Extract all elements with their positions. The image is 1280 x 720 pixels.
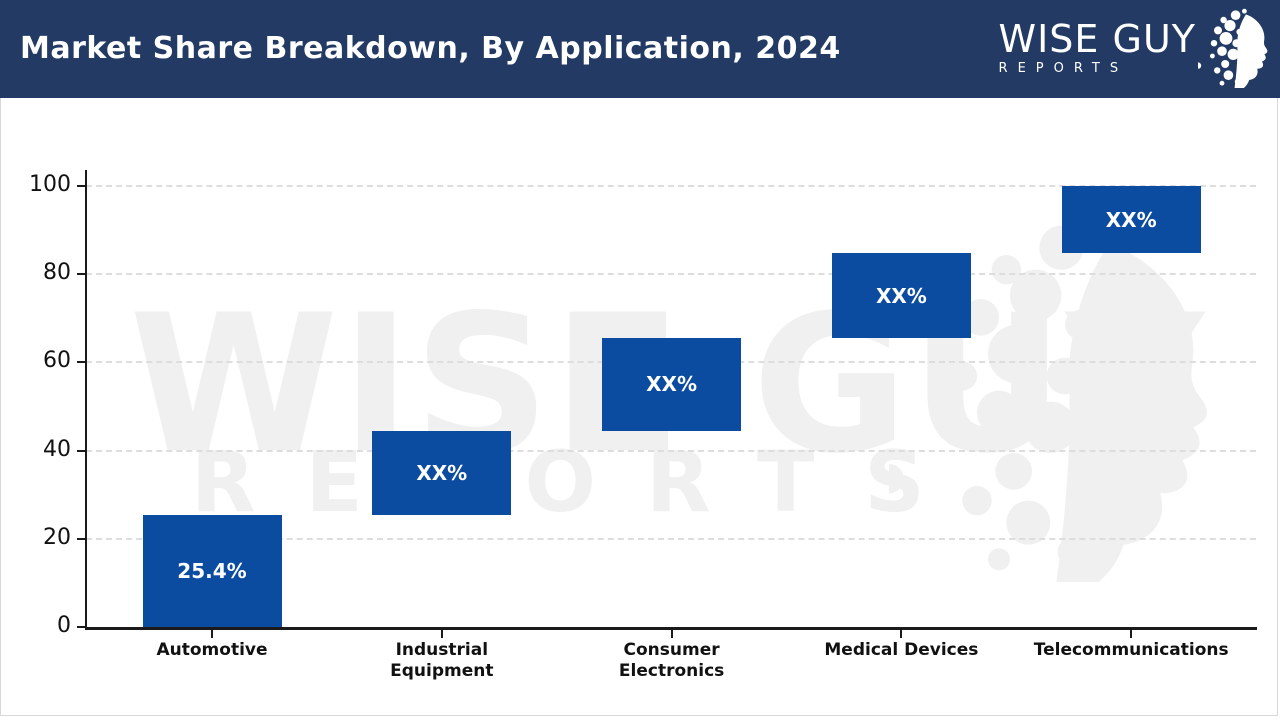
y-tick-label-100: 100 [29, 172, 71, 197]
y-tick-label-80: 80 [43, 260, 71, 286]
gridline-100 [86, 185, 1256, 187]
bar-segment: XX% [602, 338, 742, 431]
x-tick-0 [211, 629, 213, 638]
watermark-subtext: REPORTS [191, 433, 975, 531]
bar-segment: XX% [831, 253, 971, 339]
bar-value-label: XX% [875, 283, 927, 308]
header: Market Share Breakdown, By Application, … [0, 0, 1280, 98]
x-tick-3 [900, 629, 903, 638]
chart-canvas: WISE GUY REPORTS 0 20 40 60 80 100 25.4% Automo… [0, 98, 1278, 716]
bar-segment: XX% [372, 430, 512, 515]
logo-text: WISE GUY REPORTS [998, 17, 1196, 76]
category-label: Consumer Electronics [552, 640, 792, 683]
category-label: Industrial Equipment [322, 640, 562, 683]
category-label-line: Telecommunications [1033, 640, 1229, 660]
category-label-line: Electronics [618, 661, 725, 682]
category-label-line: Equipment [390, 661, 494, 682]
category-label: Medical Devices [781, 640, 1021, 661]
x-tick-4 [1130, 629, 1133, 638]
bar-value-label: XX% [416, 460, 468, 485]
y-tick-40 [77, 449, 86, 452]
y-axis-line [85, 170, 87, 629]
x-axis-line [85, 627, 1257, 630]
logo-subtext: REPORTS [998, 60, 1129, 76]
bar-value-label: 25.4% [177, 558, 247, 583]
gridline-20 [86, 537, 1256, 540]
wiseguy-logo: WISE GUY REPORTS [999, 8, 1270, 88]
category-label-line: Consumer [623, 640, 720, 660]
x-tick-1 [440, 629, 443, 638]
y-tick-100 [77, 185, 86, 187]
y-tick-label-0: 0 [57, 613, 71, 638]
logo-wordmark: WISE GUY [998, 17, 1196, 62]
category-label-line: Industrial [395, 640, 489, 660]
logo-head-icon [1198, 8, 1268, 88]
bar-value-label: XX% [1105, 207, 1157, 232]
gridline-40 [86, 449, 1256, 452]
x-tick-2 [670, 629, 673, 638]
y-tick-label-60: 60 [43, 348, 71, 374]
y-tick-80 [77, 273, 86, 276]
bar-segment: XX% [1061, 186, 1201, 254]
y-tick-20 [77, 537, 86, 540]
category-label-line: Automotive [156, 640, 268, 660]
chart-title: Market Share Breakdown, By Application, … [20, 31, 841, 66]
gridline-80 [86, 273, 1256, 276]
bar-segment: 25.4% [142, 514, 282, 627]
category-label: Telecommunications [1011, 640, 1251, 661]
y-tick-label-20: 20 [43, 524, 71, 550]
y-tick-60 [77, 361, 86, 364]
y-tick-0 [77, 626, 86, 628]
category-label-line: Medical Devices [824, 640, 979, 660]
bar-value-label: XX% [646, 372, 698, 397]
y-tick-label-40: 40 [43, 436, 71, 462]
category-label: Automotive [92, 640, 332, 661]
